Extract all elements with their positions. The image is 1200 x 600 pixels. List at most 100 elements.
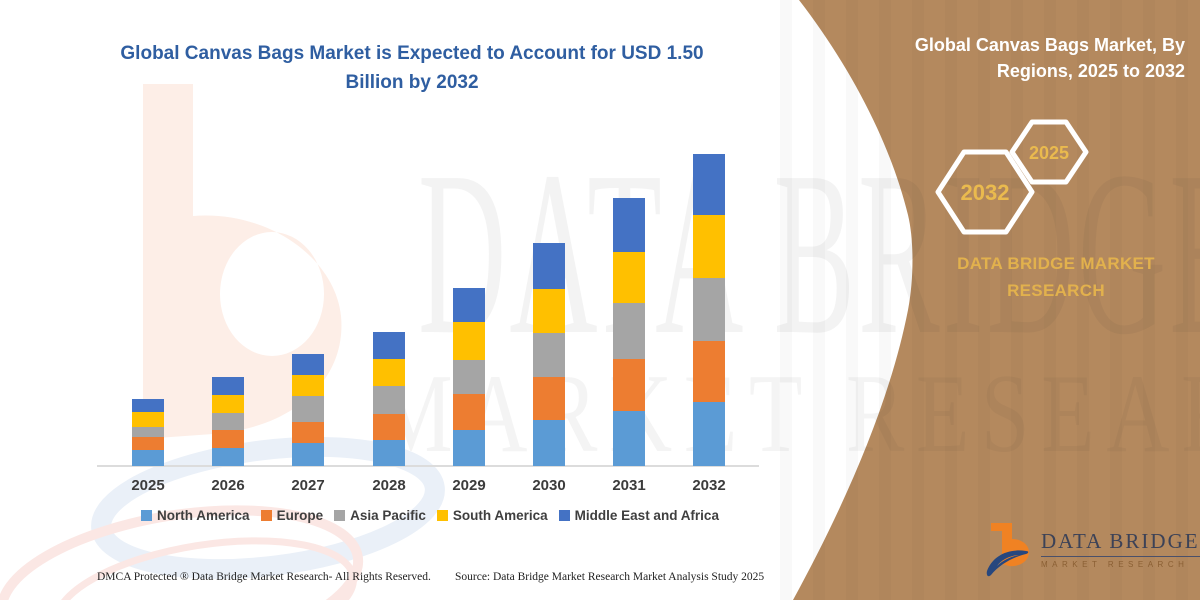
- logo-wordmark: DATA BRIDGE: [1041, 529, 1200, 557]
- chart-title: Global Canvas Bags Market is Expected to…: [120, 43, 704, 93]
- bar-segment-north-america: [373, 439, 405, 466]
- bar-2031: [613, 198, 645, 466]
- bar-segment-north-america: [212, 448, 244, 466]
- legend-label: South America: [452, 508, 548, 523]
- legend-marker: [558, 510, 570, 521]
- hexagon-2032-label: 2032: [961, 180, 1010, 205]
- source-note: Source: Data Bridge Market Research Mark…: [455, 571, 765, 583]
- bar-segment-asia-pacific: [613, 303, 645, 359]
- side-panel-title: Global Canvas Bags Market, By Regions, 2…: [914, 35, 1185, 82]
- legend-marker: [334, 510, 346, 521]
- bar-segment-europe: [373, 413, 405, 440]
- bar-segment-south-america: [693, 215, 725, 278]
- legend-label: Europe: [276, 508, 324, 523]
- bar-segment-asia-pacific: [533, 332, 565, 378]
- hexagon-2032: 2032: [935, 149, 1035, 235]
- bar-2028: [373, 332, 405, 466]
- legend-marker: [436, 510, 448, 521]
- databridge-logo-icon: [986, 523, 1029, 577]
- legend-label: North America: [157, 508, 250, 523]
- bar-segment-north-america: [613, 411, 645, 466]
- bar-segment-south-america: [132, 411, 164, 427]
- bar-segment-south-america: [212, 394, 244, 414]
- bar-segment-north-america: [132, 450, 164, 466]
- bar-segment-europe: [292, 421, 324, 444]
- watermark-b-glyph: [143, 84, 342, 439]
- bar-2029: [453, 287, 485, 466]
- x-axis-label-2032: 2032: [692, 477, 726, 494]
- chart-legend: North America Europe Asia Pacific South Ame…: [95, 508, 765, 523]
- brand-wordmark: DATA BRIDGE MARKET RESEARCH: [928, 250, 1184, 304]
- bar-segment-north-america: [292, 443, 324, 466]
- legend-marker: [260, 510, 272, 521]
- bar-segment-south-america: [533, 288, 565, 333]
- legend-item-north-america: North America: [141, 508, 250, 523]
- bar-2027: [292, 354, 324, 466]
- bar-segment-middle-east-and-africa: [613, 198, 645, 252]
- x-axis-label-2031: 2031: [612, 477, 646, 494]
- x-axis-label-2025: 2025: [131, 477, 165, 494]
- logo-subtitle: MARKET RESEARCH: [1041, 560, 1189, 569]
- bar-segment-europe: [693, 340, 725, 403]
- brand-line1: DATA BRIDGE MARKET: [957, 254, 1155, 273]
- bar-segment-middle-east-and-africa: [453, 287, 485, 322]
- bar-segment-south-america: [453, 321, 485, 360]
- bar-2026: [212, 376, 244, 466]
- hexagon-2025: 2025: [1009, 119, 1089, 185]
- bar-segment-europe: [533, 377, 565, 420]
- bar-segment-asia-pacific: [132, 426, 164, 437]
- legend-marker: [141, 510, 153, 521]
- bar-segment-north-america: [453, 430, 485, 466]
- bar-segment-middle-east-and-africa: [533, 242, 565, 289]
- bar-2032: [693, 153, 725, 466]
- x-axis-label-2027: 2027: [291, 477, 325, 494]
- x-axis-label-2030: 2030: [532, 477, 566, 494]
- x-axis-label-2028: 2028: [372, 477, 406, 494]
- bar-segment-asia-pacific: [693, 277, 725, 341]
- bar-segment-asia-pacific: [292, 395, 324, 422]
- bar-segment-middle-east-and-africa: [693, 153, 725, 216]
- hexagon-2032-outline: [935, 149, 1035, 235]
- bar-segment-south-america: [292, 374, 324, 396]
- legend-item-europe: Europe: [260, 508, 324, 523]
- bar-segment-middle-east-and-africa: [292, 354, 324, 375]
- bar-segment-north-america: [693, 402, 725, 466]
- legend-label: Middle East and Africa: [574, 508, 719, 523]
- hexagon-2025-outline: [1009, 119, 1089, 185]
- bar-segment-north-america: [533, 419, 565, 466]
- bar-2030: [533, 242, 565, 466]
- side-panel-shape: [793, 0, 1200, 600]
- bar-segment-middle-east-and-africa: [373, 332, 405, 359]
- bar-segment-asia-pacific: [373, 386, 405, 414]
- bar-segment-asia-pacific: [453, 359, 485, 395]
- legend-item-south-america: South America: [436, 508, 548, 523]
- bar-segment-south-america: [613, 251, 645, 304]
- bar-segment-europe: [613, 358, 645, 412]
- bar-segment-middle-east-and-africa: [132, 399, 164, 412]
- legend-item-middle-east-and-africa: Middle East and Africa: [558, 508, 719, 523]
- bar-segment-asia-pacific: [212, 413, 244, 431]
- bar-segment-south-america: [373, 358, 405, 387]
- bar-segment-europe: [453, 394, 485, 431]
- x-axis-label-2029: 2029: [452, 477, 486, 494]
- company-logo: DATA BRIDGE MARKET RESEARCH: [985, 521, 1200, 579]
- watermark-pink-arc: [0, 505, 364, 600]
- brand-line2: RESEARCH: [1007, 281, 1105, 301]
- hexagon-2025-label: 2025: [1029, 143, 1069, 163]
- logo-swoosh: [986, 550, 1029, 577]
- dmca-notice: DMCA Protected ® Data Bridge Market Rese…: [97, 571, 431, 583]
- x-axis-line: [97, 465, 759, 467]
- bar-segment-middle-east-and-africa: [212, 376, 244, 395]
- bar-segment-europe: [212, 430, 244, 449]
- bar-2025: [132, 399, 164, 466]
- watermark-pink-arc-2: [53, 537, 357, 600]
- legend-item-asia-pacific: Asia Pacific: [334, 508, 426, 523]
- bar-segment-europe: [132, 436, 164, 450]
- legend-label: Asia Pacific: [350, 508, 426, 523]
- x-axis-label-2026: 2026: [211, 477, 245, 494]
- year-hexagons: 2032 2025: [935, 119, 1089, 235]
